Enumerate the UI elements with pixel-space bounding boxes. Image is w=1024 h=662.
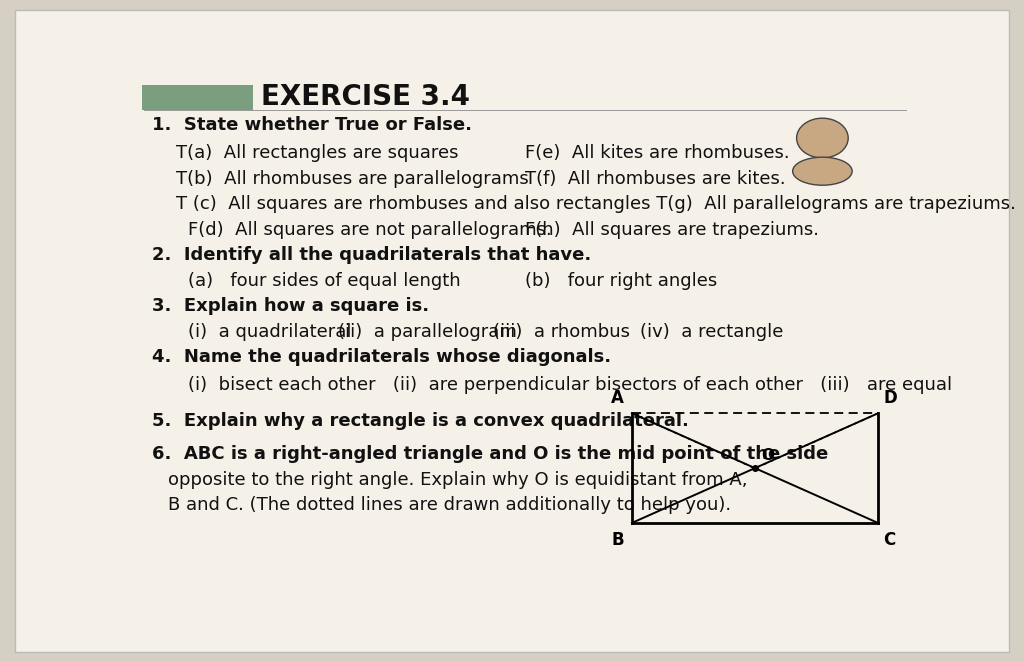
Text: (i)  bisect each other   (ii)  are perpendicular bisectors of each other   (iii): (i) bisect each other (ii) are perpendic… [187,376,951,395]
Ellipse shape [793,157,852,185]
Text: 6.  ABC is a right-angled triangle and O is the mid point of the side: 6. ABC is a right-angled triangle and O … [152,445,828,463]
Text: 4.  Name the quadrilaterals whose diagonals.: 4. Name the quadrilaterals whose diagona… [152,348,611,366]
Text: F(e)  All kites are rhombuses.: F(e) All kites are rhombuses. [524,144,790,162]
Text: D: D [884,389,897,406]
Text: (a)   four sides of equal length: (a) four sides of equal length [187,272,460,290]
Text: (iv)  a rectangle: (iv) a rectangle [640,323,783,341]
Text: T (c)  All squares are rhombuses and also rectangles T(g)  All parallelograms ar: T (c) All squares are rhombuses and also… [176,195,1016,213]
Ellipse shape [797,118,848,158]
Text: (b)   four right angles: (b) four right angles [524,272,717,290]
Text: 5.  Explain why a rectangle is a convex quadrilateral.: 5. Explain why a rectangle is a convex q… [152,412,689,430]
Text: 2.  Identify all the quadrilaterals that have.: 2. Identify all the quadrilaterals that … [152,246,591,264]
Text: A: A [611,389,624,406]
Text: (ii)  a parallelogram: (ii) a parallelogram [338,323,517,341]
Text: T(b)  All rhombuses are parallelograms: T(b) All rhombuses are parallelograms [176,170,528,188]
Text: O: O [761,448,774,463]
Text: 3.  Explain how a square is.: 3. Explain how a square is. [152,297,429,315]
Text: B: B [611,530,624,549]
Text: opposite to the right angle. Explain why O is equidistant from A,: opposite to the right angle. Explain why… [168,471,748,489]
Text: (iii)  a rhombus: (iii) a rhombus [494,323,630,341]
Text: F(d)  All squares are not parallelograms.: F(d) All squares are not parallelograms. [187,221,551,239]
Text: F(h)  All squares are trapeziums.: F(h) All squares are trapeziums. [524,221,819,239]
FancyBboxPatch shape [142,85,253,110]
Text: T(a)  All rectangles are squares: T(a) All rectangles are squares [176,144,458,162]
Text: C: C [884,530,896,549]
Text: EXERCISE 3.4: EXERCISE 3.4 [261,83,470,111]
Text: B and C. (The dotted lines are drawn additionally to help you).: B and C. (The dotted lines are drawn add… [168,496,731,514]
Text: 1.  State whether True or False.: 1. State whether True or False. [152,117,472,134]
Text: (i)  a quadrilateral: (i) a quadrilateral [187,323,351,341]
Text: T(f)  All rhombuses are kites.: T(f) All rhombuses are kites. [524,170,785,188]
